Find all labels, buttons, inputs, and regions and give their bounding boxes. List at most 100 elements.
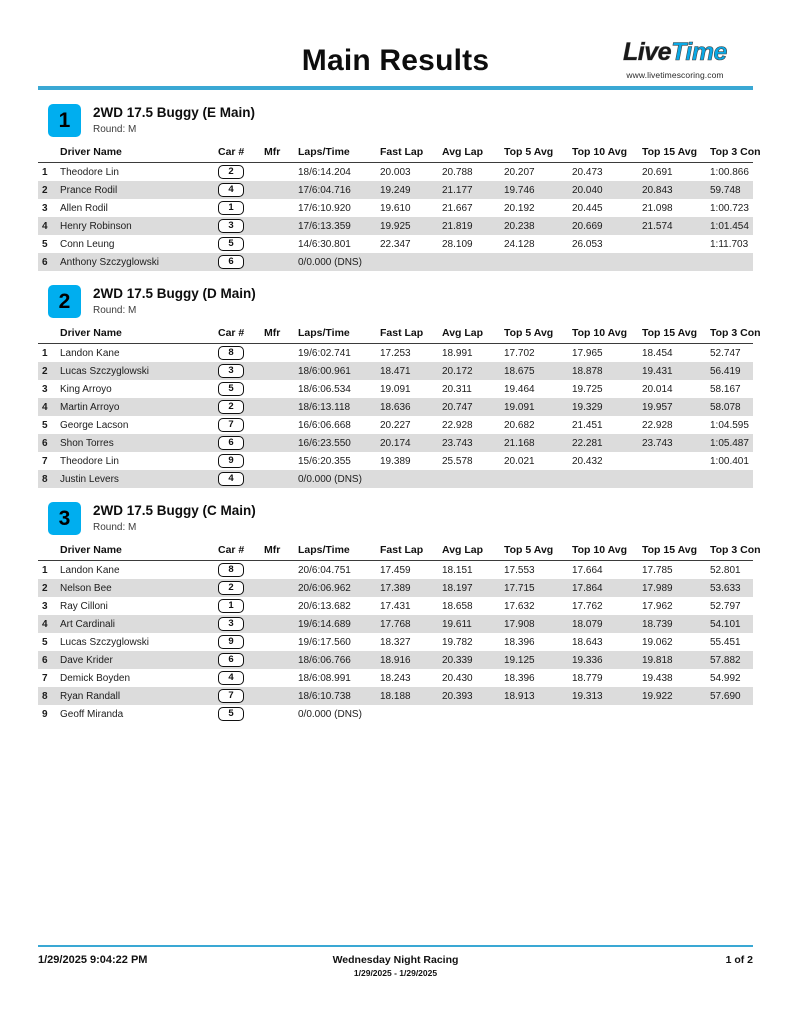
- cell-name: Dave Krider: [60, 651, 218, 669]
- column-header-pos[interactable]: [38, 146, 60, 163]
- cell-t10: 26.053: [572, 238, 603, 250]
- table-row[interactable]: 8 Ryan Randall 7 18/6:10.738 18.188 20.393 18.…: [38, 687, 753, 705]
- cell-pos: 4: [38, 217, 60, 235]
- cell-t3: 1:00.401: [710, 455, 749, 467]
- table-row[interactable]: 3 Allen Rodil 1 17/6:10.920 19.610 21.667 20.1…: [38, 199, 753, 217]
- column-header-name[interactable]: Driver Name: [60, 544, 218, 561]
- column-header-laps[interactable]: Laps/Time: [298, 327, 380, 344]
- column-header-t5[interactable]: Top 5 Avg: [504, 146, 572, 163]
- column-header-t5[interactable]: Top 5 Avg: [504, 327, 572, 344]
- cell-name: Landon Kane: [60, 347, 120, 359]
- car-number-pill: 3: [218, 364, 244, 378]
- column-header-t15[interactable]: Top 15 Avg: [642, 544, 710, 561]
- cell-pos: 9: [42, 708, 48, 720]
- cell-mfr: [264, 253, 298, 271]
- column-header-t15[interactable]: Top 15 Avg: [642, 146, 710, 163]
- column-header-laps[interactable]: Laps/Time: [298, 544, 380, 561]
- cell-laps: 0/0.000 (DNS): [298, 708, 362, 720]
- cell-mfr: [264, 651, 298, 669]
- page-title: Main Results: [301, 44, 490, 77]
- column-header-avg[interactable]: Avg Lap: [442, 327, 504, 344]
- cell-laps: 19/6:17.560: [298, 636, 351, 648]
- column-header-t3[interactable]: Top 3 Con: [710, 544, 761, 561]
- table-row[interactable]: 5 George Lacson 7 16/6:06.668 20.227 22.928 20…: [38, 416, 753, 434]
- column-header-t10[interactable]: Top 10 Avg: [572, 146, 642, 163]
- car-number-cell: 4: [218, 669, 264, 687]
- column-header-mfr[interactable]: Mfr: [264, 327, 298, 344]
- cell-laps: 18/6:14.204: [298, 166, 351, 178]
- car-number-pill: 4: [218, 671, 244, 685]
- table-row[interactable]: 1 Landon Kane 8 20/6:04.751 17.459 18.151 17.5…: [38, 561, 753, 580]
- cell-t10: 18.643: [572, 636, 603, 648]
- cell-t5: 19.091: [504, 398, 572, 416]
- column-header-t15[interactable]: Top 15 Avg: [642, 327, 710, 344]
- page-footer: 1/29/2025 9:04:22 PM Wednesday Night Rac…: [38, 945, 753, 978]
- table-row[interactable]: 1 Theodore Lin 2 18/6:14.204 20.003 20.788 20.…: [38, 163, 753, 182]
- cell-laps: 16/6:06.668: [298, 419, 351, 431]
- column-header-t3[interactable]: Top 3 Con: [710, 327, 761, 344]
- car-number-cell: 1: [218, 597, 264, 615]
- table-row[interactable]: 3 King Arroyo 5 18/6:06.534 19.091 20.311 19.4…: [38, 380, 753, 398]
- column-header-mfr[interactable]: Mfr: [264, 146, 298, 163]
- cell-name: Art Cardinali: [60, 615, 218, 633]
- column-header-t5[interactable]: Top 5 Avg: [504, 544, 572, 561]
- table-row[interactable]: 7 Theodore Lin 9 15/6:20.355 19.389 25.578 20.…: [38, 452, 753, 470]
- cell-t10: 18.779: [572, 672, 603, 684]
- column-header-car[interactable]: Car #: [218, 327, 264, 344]
- cell-t5: 17.553: [504, 564, 535, 576]
- table-row[interactable]: 5 Lucas Szczyglowski 9 19/6:17.560 18.327 19.…: [38, 633, 753, 651]
- table-row[interactable]: 4 Henry Robinson 3 17/6:13.359 19.925 21.819 2…: [38, 217, 753, 235]
- column-header-name[interactable]: Driver Name: [60, 327, 218, 344]
- column-header-avg[interactable]: Avg Lap: [442, 146, 504, 163]
- table-row[interactable]: 1 Landon Kane 8 19/6:02.741 17.253 18.991 17.7…: [38, 344, 753, 363]
- table-row[interactable]: 3 Ray Cilloni 1 20/6:13.682 17.431 18.658 17.6…: [38, 597, 753, 615]
- table-row[interactable]: 8 Justin Levers 4 0/0.000 (DNS): [38, 470, 753, 488]
- cell-t3: [710, 705, 753, 723]
- column-header-name[interactable]: Driver Name: [60, 146, 218, 163]
- car-number-cell: 3: [218, 217, 264, 235]
- table-row[interactable]: 5 Conn Leung 5 14/6:30.801 22.347 28.109 24.12…: [38, 235, 753, 253]
- cell-t15: 19.922: [642, 687, 710, 705]
- car-number-cell: 6: [218, 434, 264, 452]
- car-number-pill: 4: [218, 472, 244, 486]
- table-row[interactable]: 4 Martin Arroyo 2 18/6:13.118 18.636 20.747 19…: [38, 398, 753, 416]
- cell-t10: [572, 470, 642, 488]
- column-header-car[interactable]: Car #: [218, 146, 264, 163]
- table-row[interactable]: 2 Nelson Bee 2 20/6:06.962 17.389 18.197 17.71…: [38, 579, 753, 597]
- cell-t3: 53.633: [710, 579, 753, 597]
- column-header-avg[interactable]: Avg Lap: [442, 544, 504, 561]
- cell-t10: 18.878: [572, 362, 642, 380]
- table-row[interactable]: 4 Art Cardinali 3 19/6:14.689 17.768 19.611 17…: [38, 615, 753, 633]
- cell-t3: 56.419: [710, 362, 753, 380]
- table-row[interactable]: 6 Shon Torres 6 16/6:23.550 20.174 23.743 21.1…: [38, 434, 753, 452]
- table-row[interactable]: 2 Lucas Szczyglowski 3 18/6:00.961 18.471 20.…: [38, 362, 753, 380]
- column-header-t10[interactable]: Top 10 Avg: [572, 327, 642, 344]
- column-header-fast[interactable]: Fast Lap: [380, 146, 442, 163]
- cell-fast: 22.347: [380, 238, 411, 250]
- cell-avg: [442, 253, 504, 271]
- table-row[interactable]: 2 Prance Rodil 4 17/6:04.716 19.249 21.177 19.…: [38, 181, 753, 199]
- column-header-pos[interactable]: [38, 544, 60, 561]
- column-header-mfr[interactable]: Mfr: [264, 544, 298, 561]
- footer-event-block: Wednesday Night Racing 1/29/2025 - 1/29/…: [238, 954, 553, 978]
- cell-laps: 17/6:10.920: [298, 202, 351, 214]
- column-header-t10[interactable]: Top 10 Avg: [572, 544, 642, 561]
- cell-fast: 20.174: [380, 434, 442, 452]
- table-row[interactable]: 9 Geoff Miranda 5 0/0.000 (DNS): [38, 705, 753, 723]
- cell-t15: 17.989: [642, 579, 710, 597]
- table-row[interactable]: 7 Demick Boyden 4 18/6:08.991 18.243 20.430 18…: [38, 669, 753, 687]
- column-header-car[interactable]: Car #: [218, 544, 264, 561]
- column-header-fast[interactable]: Fast Lap: [380, 544, 442, 561]
- cell-t15: [642, 253, 710, 271]
- group-class-title: 2WD 17.5 Buggy (E Main): [93, 105, 256, 120]
- car-number-pill: 2: [218, 400, 244, 414]
- cell-avg: 20.747: [442, 398, 504, 416]
- table-row[interactable]: 6 Dave Krider 6 18/6:06.766 18.916 20.339 19.1…: [38, 651, 753, 669]
- table-row[interactable]: 6 Anthony Szczyglowski 6 0/0.000 (DNS): [38, 253, 753, 271]
- group-header: 1 2WD 17.5 Buggy (E Main) Round: M: [38, 104, 753, 137]
- column-header-laps[interactable]: Laps/Time: [298, 146, 380, 163]
- column-header-t3[interactable]: Top 3 Con: [710, 146, 761, 163]
- column-header-fast[interactable]: Fast Lap: [380, 327, 442, 344]
- column-header-pos[interactable]: [38, 327, 60, 344]
